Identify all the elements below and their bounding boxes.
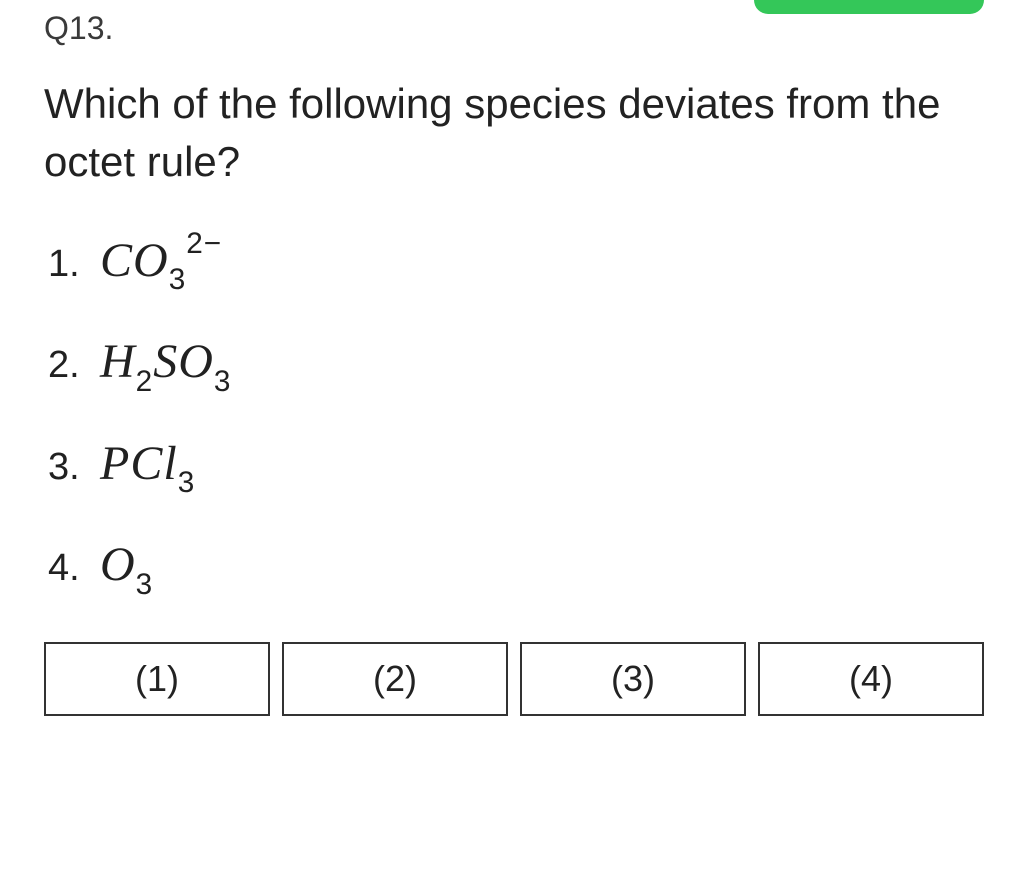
- option-3-num: 3.: [48, 446, 88, 489]
- answer-choice-1[interactable]: (1): [44, 642, 270, 716]
- option-3[interactable]: 3. PCl3: [48, 440, 984, 495]
- question-number: Q13.: [44, 10, 984, 47]
- answer-choice-2[interactable]: (2): [282, 642, 508, 716]
- page-container: Q13. Which of the following species devi…: [0, 0, 1024, 756]
- option-4-num: 4.: [48, 547, 88, 590]
- option-4-formula: O3: [100, 541, 153, 596]
- answer-choice-3[interactable]: (3): [520, 642, 746, 716]
- option-2-num: 2.: [48, 344, 88, 387]
- option-3-formula: PCl3: [100, 440, 195, 495]
- option-2[interactable]: 2. H2SO3: [48, 338, 984, 393]
- option-2-formula: H2SO3: [100, 338, 231, 393]
- option-1-num: 1.: [48, 243, 88, 286]
- option-1-formula: CO32−: [100, 235, 222, 292]
- answer-choice-row: (1) (2) (3) (4): [44, 642, 984, 716]
- header-green-pill: [754, 0, 984, 14]
- options-list: 1. CO32− 2. H2SO3 3. PCl3 4. O3: [48, 235, 984, 596]
- option-1[interactable]: 1. CO32−: [48, 235, 984, 292]
- answer-choice-4[interactable]: (4): [758, 642, 984, 716]
- question-text: Which of the following species deviates …: [44, 75, 984, 191]
- option-4[interactable]: 4. O3: [48, 541, 984, 596]
